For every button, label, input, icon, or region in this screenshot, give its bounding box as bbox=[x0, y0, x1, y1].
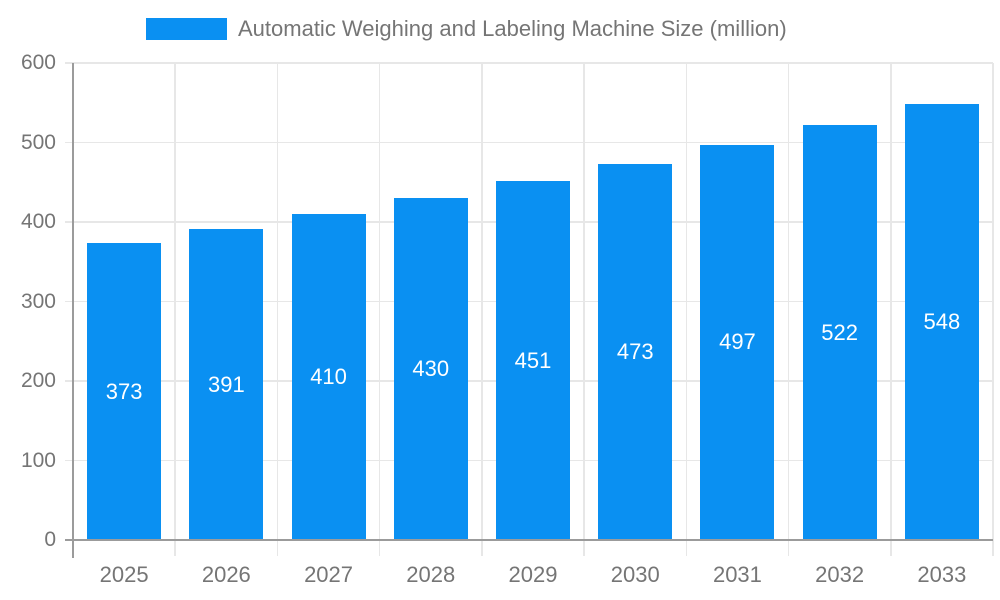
bar bbox=[393, 198, 468, 540]
v-gridline bbox=[583, 63, 585, 556]
x-tick-label: 2030 bbox=[610, 562, 660, 587]
bar bbox=[496, 181, 570, 540]
bar bbox=[598, 163, 673, 540]
v-gridline bbox=[276, 63, 279, 556]
v-gridline bbox=[787, 63, 790, 556]
bar-value-label: 473 bbox=[616, 338, 654, 364]
bar bbox=[189, 229, 264, 540]
h-gridline bbox=[65, 141, 993, 144]
y-tick-label: 400 bbox=[20, 210, 56, 233]
bar bbox=[904, 104, 979, 540]
bar-value-label: 373 bbox=[105, 378, 143, 404]
h-gridline bbox=[65, 62, 993, 64]
v-gridline bbox=[685, 63, 688, 556]
v-gridline bbox=[174, 63, 176, 556]
x-tick-label: 2027 bbox=[304, 562, 354, 587]
bar-value-label: 548 bbox=[923, 309, 961, 335]
v-gridline bbox=[992, 63, 994, 556]
x-tick-label: 2028 bbox=[406, 562, 456, 587]
y-axis-line bbox=[72, 63, 74, 558]
x-axis-line bbox=[65, 539, 993, 541]
legend: Automatic Weighing and Labeling Machine … bbox=[146, 16, 787, 42]
x-tick-label: 2032 bbox=[815, 562, 865, 587]
y-tick-label: 600 bbox=[20, 51, 56, 74]
y-tick-label: 0 bbox=[44, 528, 56, 551]
x-tick-label: 2033 bbox=[917, 562, 967, 587]
y-tick-label: 500 bbox=[20, 130, 56, 154]
bar-value-label: 522 bbox=[821, 319, 859, 345]
v-gridline bbox=[890, 63, 892, 556]
y-tick-label: 100 bbox=[20, 448, 56, 472]
bar bbox=[291, 214, 366, 540]
x-tick-label: 2029 bbox=[508, 562, 558, 587]
bar-value-label: 451 bbox=[514, 347, 552, 373]
bar-value-label: 391 bbox=[207, 371, 245, 397]
x-tick-label: 2025 bbox=[99, 562, 149, 587]
bar bbox=[802, 125, 877, 540]
bar-value-label: 410 bbox=[310, 364, 347, 390]
y-tick-label: 200 bbox=[20, 369, 56, 392]
bar bbox=[700, 144, 775, 540]
x-tick-label: 2031 bbox=[712, 562, 762, 587]
x-tick-label: 2026 bbox=[201, 562, 251, 587]
y-tick-label: 300 bbox=[20, 289, 56, 313]
v-gridline bbox=[378, 63, 381, 556]
legend-label: Automatic Weighing and Labeling Machine … bbox=[238, 16, 787, 41]
bar-value-label: 430 bbox=[412, 356, 450, 382]
bar bbox=[87, 243, 162, 540]
v-gridline bbox=[481, 63, 483, 556]
legend-swatch bbox=[146, 18, 227, 40]
bar-value-label: 497 bbox=[719, 329, 756, 355]
